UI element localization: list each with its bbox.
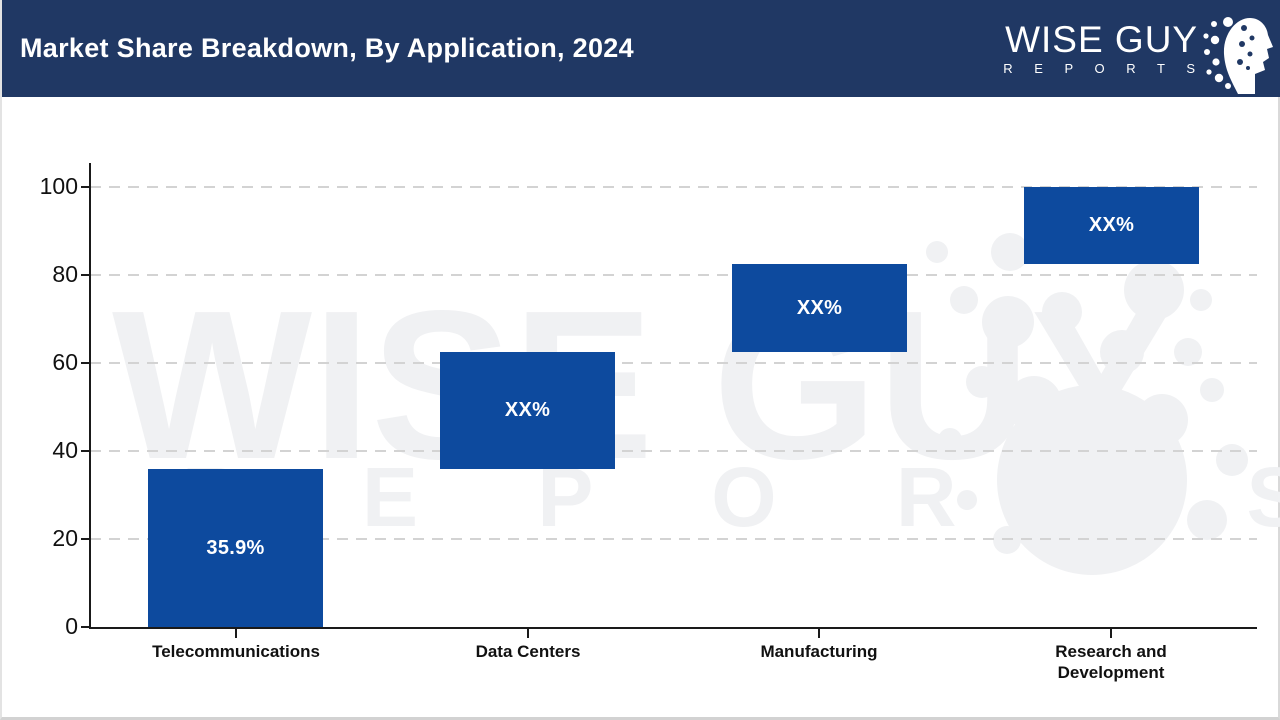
y-tick-label: 60 xyxy=(52,349,78,375)
category-label: Research and Development xyxy=(1055,642,1167,682)
bar-value-label: XX% xyxy=(796,296,843,319)
bar-research-and-development: XX% xyxy=(1024,187,1199,264)
bar-value-label: XX% xyxy=(504,399,551,421)
y-tick-mark xyxy=(81,450,90,452)
y-gridline xyxy=(90,362,1257,364)
logo-head-icon xyxy=(1203,17,1273,94)
category-label: Telecommunications xyxy=(152,642,320,661)
y-gridline xyxy=(90,186,1257,188)
x-tick-mark xyxy=(818,629,820,638)
y-tick-label: 100 xyxy=(39,173,78,199)
y-gridline xyxy=(90,274,1257,276)
y-tick-label: 80 xyxy=(52,261,78,287)
bar-manufacturing: XX% xyxy=(732,264,907,352)
bar-value-label: 35.9% xyxy=(206,536,265,559)
y-tick-mark xyxy=(81,362,90,364)
y-tick-label: 20 xyxy=(52,525,78,551)
y-tick-mark xyxy=(81,626,90,628)
logo-wordmark: WISE GUY xyxy=(1005,19,1199,60)
bar-data-centers: XX% xyxy=(440,352,615,469)
x-tick-mark xyxy=(527,629,529,638)
y-tick-mark xyxy=(81,274,90,276)
bar-telecommunications: 35.9% xyxy=(148,469,323,627)
y-gridline xyxy=(90,450,1257,452)
y-tick-label: 0 xyxy=(65,613,78,639)
y-tick-label: 40 xyxy=(52,437,78,463)
y-tick-mark xyxy=(81,186,90,188)
category-label: Data Centers xyxy=(475,642,581,661)
x-axis xyxy=(89,627,1257,629)
category-label: Manufacturing xyxy=(760,642,878,661)
logo-subtext: R E P O R T S xyxy=(1003,61,1204,76)
y-gridline xyxy=(90,538,1257,540)
y-tick-mark xyxy=(81,538,90,540)
logo-wordmark-block: WISE GUY R E P O R T S xyxy=(999,19,1204,77)
header-bar: Market Share Breakdown, By Application, … xyxy=(2,0,1280,97)
chart-area: WISE GUY R E P O R T S 0 20 40 60 80 100 35.9%… xyxy=(2,97,1280,717)
x-tick-mark xyxy=(235,629,237,638)
wiseguy-logo: WISE GUY R E P O R T S xyxy=(1003,6,1273,94)
bar-value-label: XX% xyxy=(1088,214,1135,236)
page-title: Market Share Breakdown, By Application, … xyxy=(20,33,634,63)
y-axis xyxy=(89,162,91,629)
x-tick-mark xyxy=(1110,629,1112,638)
